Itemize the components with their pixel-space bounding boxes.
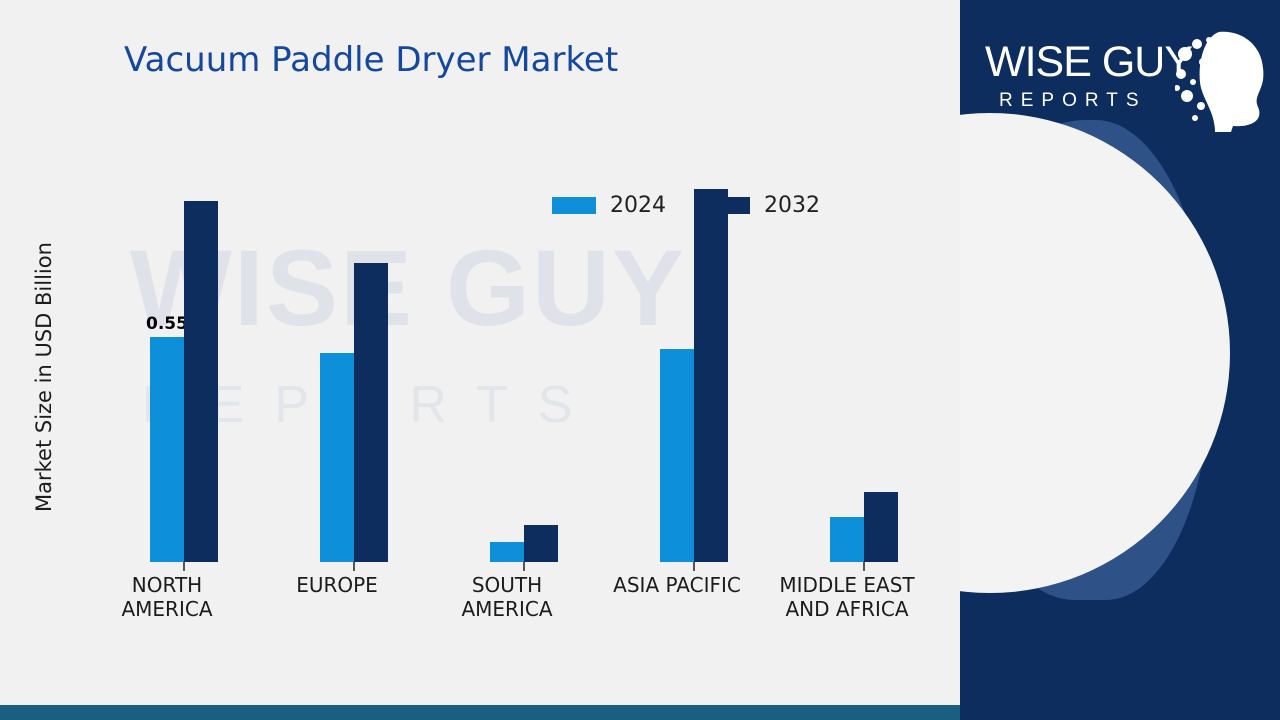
axis-tick: [863, 562, 865, 571]
axis-tick: [693, 562, 695, 571]
head-profile-icon: [1175, 31, 1264, 133]
legend-label-2032: 2032: [764, 193, 820, 218]
x-axis-category-label: MIDDLE EAST AND AFRICA: [779, 573, 915, 621]
legend-label-2024: 2024: [610, 193, 666, 218]
bar-2024[interactable]: [490, 541, 524, 562]
legend-item-2024[interactable]: 2024: [552, 193, 666, 218]
axis-tick: [523, 562, 525, 571]
bar-2032[interactable]: [354, 262, 388, 562]
bars-layer: 0.55 NORTH AMERICA EUROPE SOUTH AMERICA ASIA…: [121, 188, 915, 621]
x-axis-category-label: EUROPE: [296, 573, 378, 597]
bar-2024[interactable]: [660, 348, 694, 562]
brand-logo: WISE GUY REPORTS: [985, 30, 1265, 133]
bar-2032[interactable]: [694, 188, 728, 562]
bar-value-label: 0.55: [146, 313, 188, 334]
x-axis-category-label: ASIA PACIFIC: [613, 573, 741, 597]
chart-legend: 2024 2032: [552, 193, 820, 218]
chart-canvas: WISE GUY REPORTS Vacuum Paddle Dryer Mar…: [0, 40, 960, 720]
page-title: Vacuum Paddle Dryer Market: [124, 40, 619, 80]
bar-2032[interactable]: [864, 492, 898, 562]
bar-2024[interactable]: [320, 352, 354, 562]
white-circle-shape: [960, 113, 1230, 593]
brand-panel: [960, 0, 1280, 720]
logo-wordmark: WISE GUY: [985, 38, 1193, 86]
legend-swatch-2024: [552, 197, 596, 214]
bar-2032[interactable]: [524, 525, 558, 562]
x-axis-category-label: NORTH AMERICA: [121, 573, 213, 621]
bar-2024[interactable]: 0.55: [146, 314, 188, 562]
x-axis-category-label: SOUTH AMERICA: [461, 573, 553, 621]
logo-subtitle: REPORTS: [999, 90, 1147, 111]
bar-2024[interactable]: [830, 516, 864, 562]
axis-tick: [183, 562, 185, 571]
axis-tick: [353, 562, 355, 571]
bottom-accent-strip: [0, 705, 960, 720]
bar-2032[interactable]: [184, 201, 218, 562]
